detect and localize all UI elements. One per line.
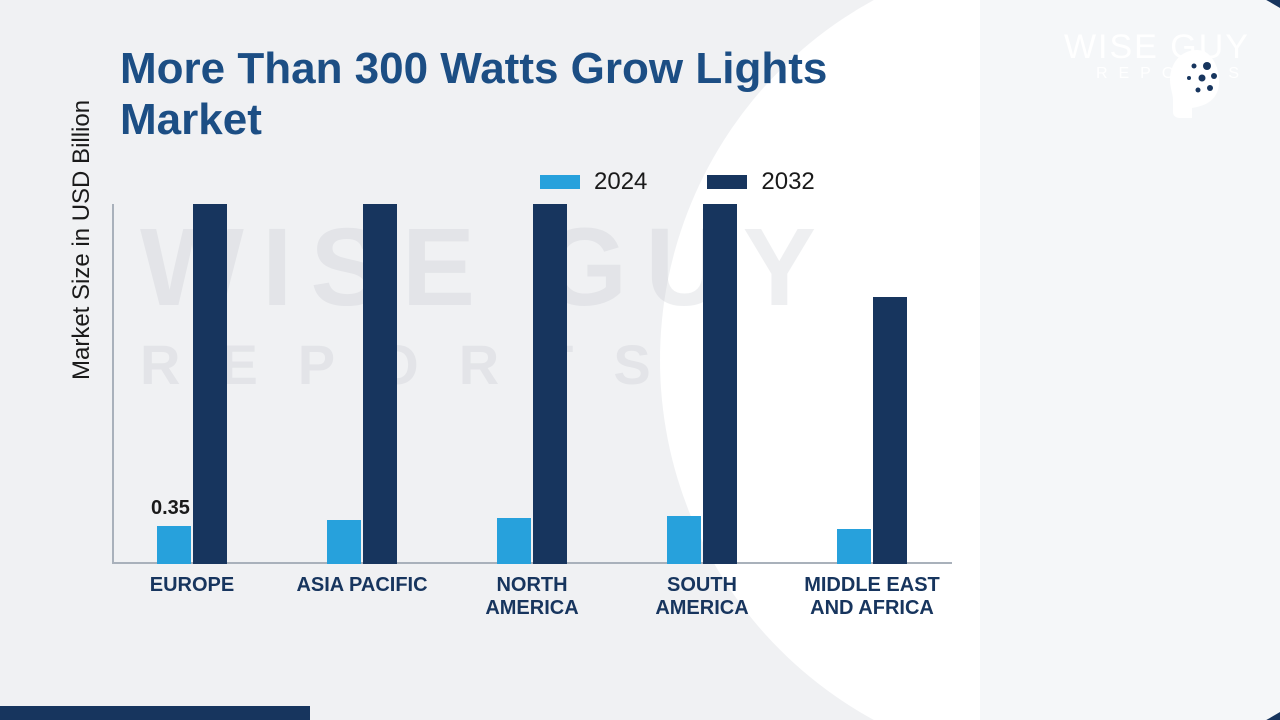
legend-swatch-2024 bbox=[540, 175, 580, 189]
bar bbox=[873, 297, 907, 564]
bar-group bbox=[497, 204, 567, 564]
legend-item-2024: 2024 bbox=[540, 168, 647, 196]
bar-group bbox=[837, 297, 907, 564]
bar bbox=[363, 204, 397, 564]
stage: WISE GUY REPORTS More Than 300 Watts Gro… bbox=[0, 0, 1280, 720]
x-tick-label: EUROPE bbox=[122, 574, 262, 597]
bar-chart: 0.35 bbox=[112, 204, 952, 564]
x-tick-label: MIDDLE EAST AND AFRICA bbox=[802, 574, 942, 620]
bar bbox=[533, 204, 567, 564]
bar-group bbox=[157, 204, 227, 564]
chart-title: More Than 300 Watts Grow Lights Market bbox=[120, 44, 880, 145]
logo-head-icon bbox=[1162, 46, 1232, 120]
legend-label-2024: 2024 bbox=[594, 168, 647, 196]
bar bbox=[667, 516, 701, 564]
legend-swatch-2032 bbox=[707, 175, 747, 189]
y-axis-line bbox=[112, 204, 114, 564]
bar bbox=[703, 204, 737, 564]
brand-logo: WISE GUY REPORTS bbox=[1064, 28, 1250, 83]
x-tick-label: ASIA PACIFIC bbox=[292, 574, 432, 597]
bar bbox=[837, 529, 871, 564]
legend-item-2032: 2032 bbox=[707, 168, 814, 196]
x-tick-label: NORTH AMERICA bbox=[462, 574, 602, 620]
x-tick-label: SOUTH AMERICA bbox=[632, 574, 772, 620]
bar-group bbox=[327, 204, 397, 564]
y-axis-label: Market Size in USD Billion bbox=[68, 100, 96, 380]
bottom-accent-bar bbox=[0, 706, 310, 720]
bar bbox=[497, 518, 531, 564]
bar-group bbox=[667, 204, 737, 564]
bar bbox=[157, 526, 191, 564]
legend-label-2032: 2032 bbox=[761, 168, 814, 196]
bar bbox=[193, 204, 227, 564]
legend: 2024 2032 bbox=[540, 168, 815, 196]
bar bbox=[327, 520, 361, 564]
